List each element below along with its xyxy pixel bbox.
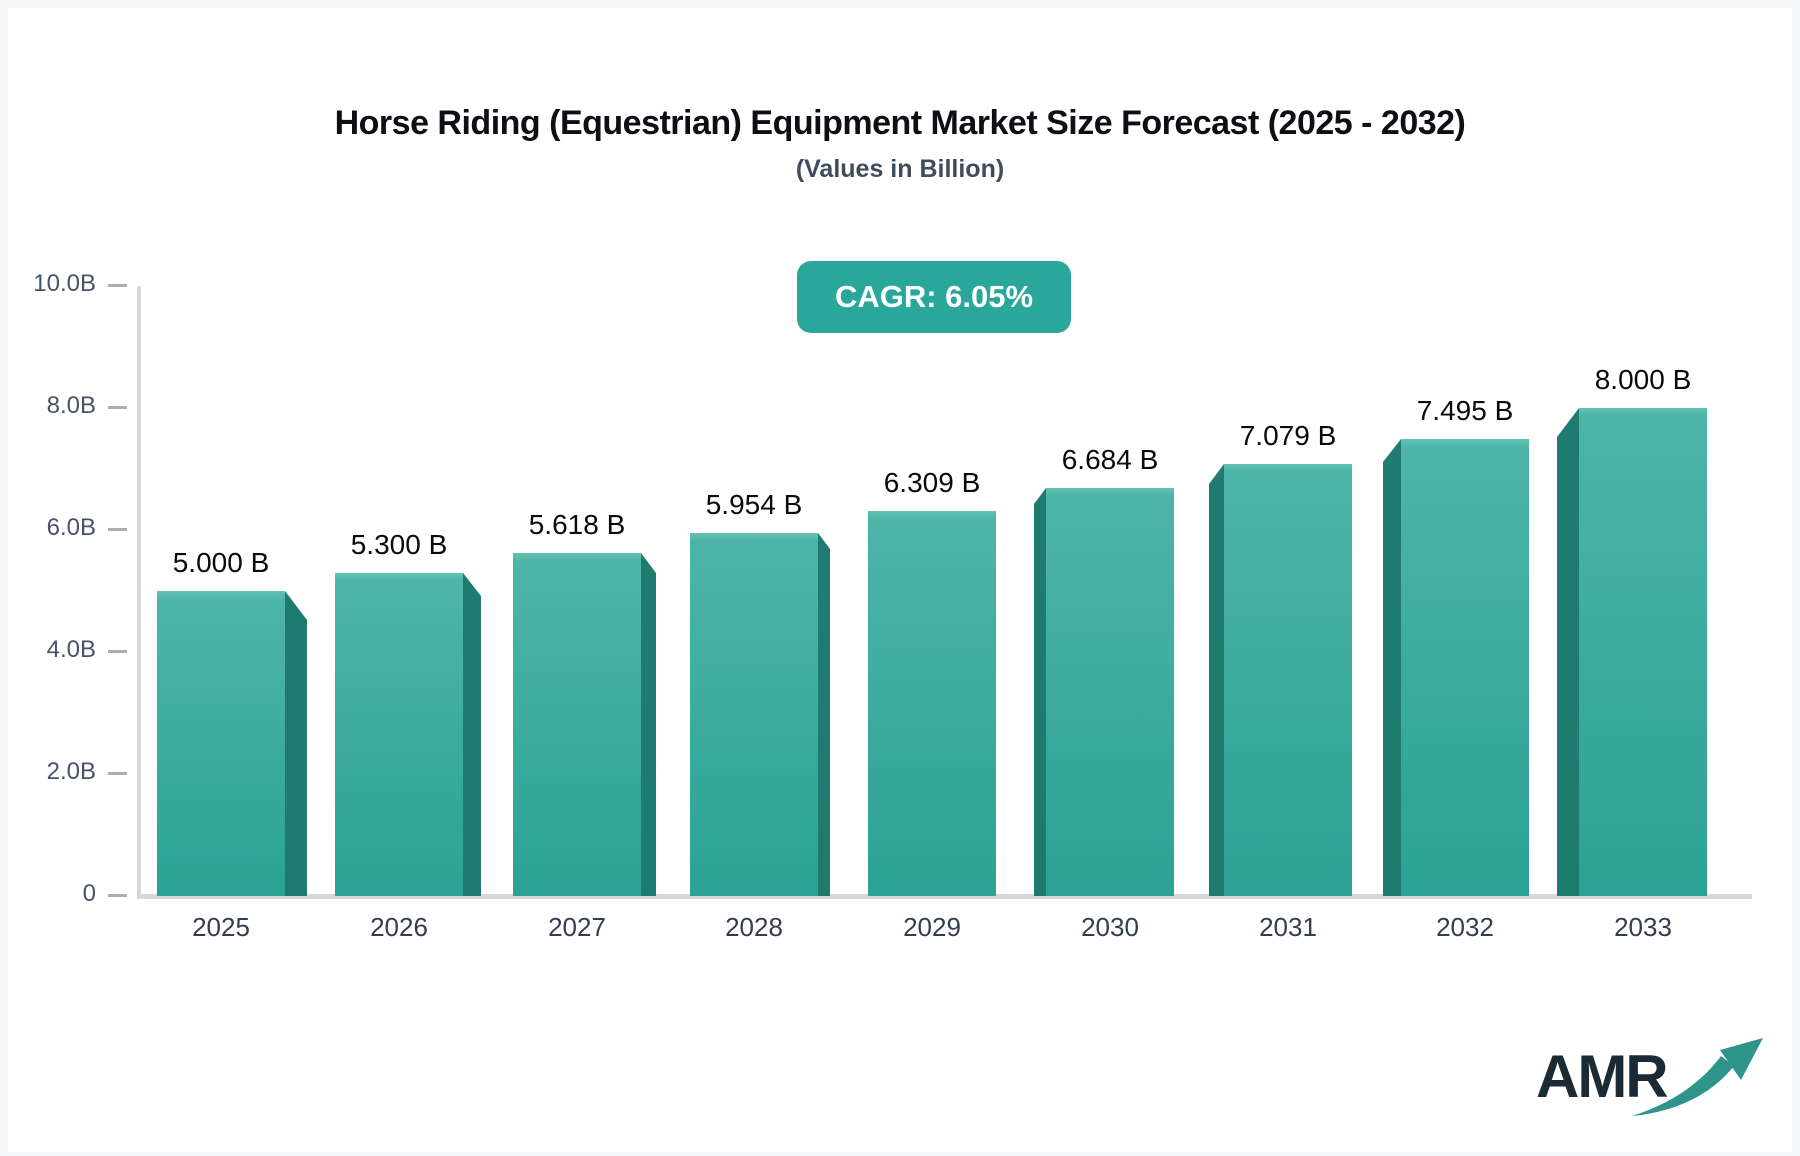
y-tick-mark-2 xyxy=(108,772,127,775)
x-label-2027: 2027 xyxy=(548,912,606,942)
bar-side-2027 xyxy=(641,553,656,896)
bar-value-label-2028: 5.954 B xyxy=(705,489,803,520)
y-tick-label-10: 10.0B xyxy=(33,270,96,297)
bar-2033 xyxy=(1579,408,1707,896)
bar-value-label-2033: 8.000 B xyxy=(1594,364,1692,395)
y-tick-mark-0 xyxy=(108,894,127,897)
x-label-2028: 2028 xyxy=(725,912,783,942)
bar-value-label-2031: 7.079 B xyxy=(1239,420,1337,451)
bar-side-2025 xyxy=(285,591,307,896)
bar-2030 xyxy=(1046,488,1174,896)
cagr-badge: CAGR: 6.05% xyxy=(797,261,1071,333)
bar-side-2026 xyxy=(463,573,481,896)
bar-2028 xyxy=(690,533,818,896)
chart-subtitle: (Values in Billion) xyxy=(795,155,1005,183)
bar-2025 xyxy=(157,591,285,896)
bar-value-label-2030: 6.684 B xyxy=(1061,444,1159,475)
bar-2026 xyxy=(335,573,463,896)
bar-side-2032 xyxy=(1383,439,1401,896)
cagr-badge-label: CAGR: 6.05% xyxy=(834,279,1034,314)
bar-2029 xyxy=(868,511,996,896)
x-label-2030: 2030 xyxy=(1081,912,1139,942)
bar-value-label-2029: 6.309 B xyxy=(883,467,981,498)
x-label-2031: 2031 xyxy=(1259,912,1317,942)
bar-side-2033 xyxy=(1557,408,1579,896)
y-tick-label-6: 6.0B xyxy=(46,514,96,541)
x-axis-line xyxy=(137,894,1752,899)
bar-value-label-2032: 7.495 B xyxy=(1416,395,1514,426)
chart-title: Horse Riding (Equestrian) Equipment Mark… xyxy=(334,104,1466,142)
y-axis-line xyxy=(137,286,141,896)
bar-2031 xyxy=(1224,464,1352,896)
bar-side-2031 xyxy=(1209,464,1224,896)
bar-2032 xyxy=(1401,439,1529,896)
y-tick-label-0: 0 xyxy=(82,880,96,907)
x-label-2032: 2032 xyxy=(1436,912,1494,942)
y-tick-mark-6 xyxy=(108,528,127,531)
y-tick-label-8: 8.0B xyxy=(46,392,96,419)
chart-card: Horse Riding (Equestrian) Equipment Mark… xyxy=(8,8,1792,1152)
bar-value-label-2025: 5.000 B xyxy=(172,547,270,578)
bar-chart-plot-area: 0 2.0B 4.0B 6.0B 8.0B 10.0B 5.000 B 2025 5.300 B… xyxy=(8,8,1800,1156)
bar-side-2028 xyxy=(818,533,830,896)
bar-value-label-2027: 5.618 B xyxy=(528,509,626,540)
y-tick-mark-8 xyxy=(108,406,127,409)
bar-2027 xyxy=(513,553,641,896)
y-tick-mark-10 xyxy=(108,284,127,287)
x-label-2026: 2026 xyxy=(370,912,428,942)
amr-logo: AMR xyxy=(1536,1038,1766,1132)
x-label-2025: 2025 xyxy=(192,912,250,942)
bar-value-label-2026: 5.300 B xyxy=(350,529,448,560)
bar-side-2030 xyxy=(1034,488,1046,896)
x-label-2029: 2029 xyxy=(903,912,961,942)
y-tick-label-2: 2.0B xyxy=(46,758,96,785)
y-tick-label-4: 4.0B xyxy=(46,636,96,663)
x-label-2033: 2033 xyxy=(1614,912,1672,942)
growth-arrow-icon xyxy=(1632,1038,1763,1116)
amr-logo-text: AMR xyxy=(1536,1043,1669,1110)
y-tick-mark-4 xyxy=(108,650,127,653)
